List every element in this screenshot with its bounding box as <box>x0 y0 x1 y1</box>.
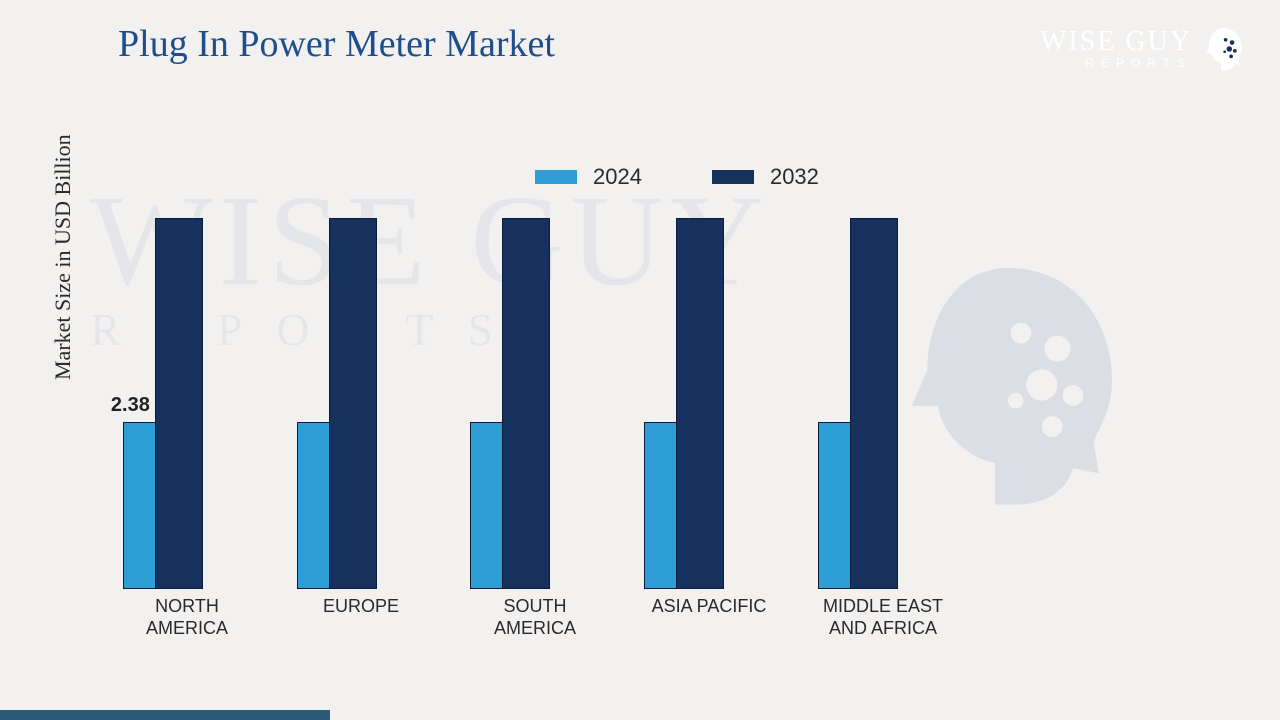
x-axis-label: NORTH AMERICA <box>122 596 252 639</box>
legend-item-2032: 2032 <box>712 164 819 190</box>
accent-bar <box>0 710 330 720</box>
bar-value-label: 2.38 <box>111 394 150 417</box>
bar <box>502 218 550 589</box>
x-axis-label: MIDDLE EAST AND AFRICA <box>818 596 948 639</box>
brain-head-icon <box>1198 26 1244 72</box>
brand-line2: REPORTS <box>1085 56 1192 70</box>
x-axis-labels: NORTH AMERICA EUROPE SOUTH AMERICA ASIA PAC… <box>100 596 970 639</box>
brand-logo: WISE GUY REPORTS <box>1040 26 1260 72</box>
legend-item-2024: 2024 <box>535 164 642 190</box>
legend: 2024 2032 <box>535 164 819 190</box>
x-axis-label: SOUTH AMERICA <box>470 596 600 639</box>
brand-line1: WISE GUY <box>1040 26 1192 58</box>
bar-group <box>818 205 948 589</box>
y-axis-label: Market Size in USD Billion <box>50 134 76 380</box>
plot-area: 2.38 <box>100 205 970 590</box>
legend-swatch-2032 <box>712 170 754 184</box>
legend-label: 2024 <box>593 164 642 190</box>
bar <box>155 218 203 589</box>
bar <box>329 218 377 589</box>
bar-group <box>470 205 600 589</box>
bar-group <box>297 205 427 589</box>
legend-label: 2032 <box>770 164 819 190</box>
bar-group <box>644 205 774 589</box>
x-axis-label: EUROPE <box>296 596 426 639</box>
chart-title: Plug In Power Meter Market <box>118 22 555 66</box>
x-axis-label: ASIA PACIFIC <box>644 596 774 639</box>
bar <box>676 218 724 589</box>
legend-swatch-2024 <box>535 170 577 184</box>
bar <box>850 218 898 589</box>
bar-group: 2.38 <box>123 205 253 589</box>
